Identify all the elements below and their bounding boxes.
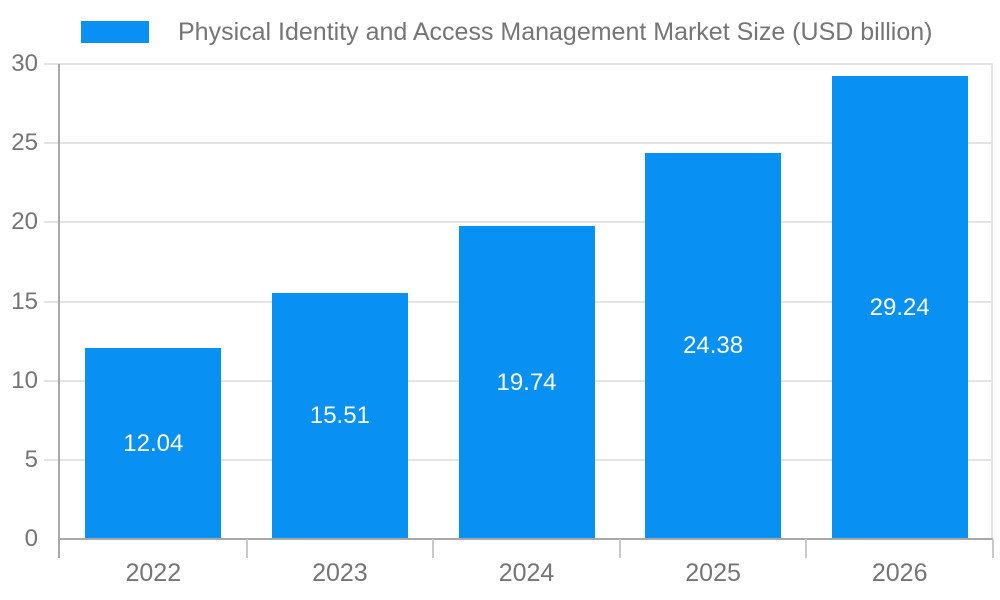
y-axis-label: 0 [24,525,38,552]
legend-label: Physical Identity and Access Management … [178,17,933,46]
bar-value-label: 29.24 [869,293,930,321]
plot-right-border [991,64,993,539]
bar-2023[interactable]: 15.51 [271,293,408,539]
axis-tick [618,539,621,558]
x-axis-label: 2023 [312,559,368,587]
y-axis-label: 5 [24,445,38,473]
gridline [44,142,993,145]
gridline [44,221,993,224]
axis-tick [992,539,994,558]
bar-2022[interactable]: 12.04 [85,348,222,539]
axis-tick [432,539,435,558]
legend-swatch [81,21,149,43]
axis-tick [805,539,808,558]
chart-legend[interactable]: Physical Identity and Access Management … [81,18,933,46]
bar-2024[interactable]: 19.74 [458,226,595,539]
x-axis-label: 2022 [125,559,182,587]
bar-value-label: 15.51 [309,402,370,430]
x-axis-label: 2026 [871,559,928,587]
bar-value-label: 19.74 [496,368,557,396]
y-axis-label: 25 [11,129,38,157]
x-axis-label: 2024 [498,559,555,587]
y-axis-label: 30 [11,50,38,77]
y-axis-label: 10 [11,366,38,394]
bar-2025[interactable]: 24.38 [645,152,782,539]
bar-value-label: 12.04 [123,429,184,457]
bar-2026[interactable]: 29.24 [831,76,968,539]
y-axis-line [58,64,60,558]
axis-tick [245,539,248,558]
gridline [44,63,993,65]
bar-value-label: 24.38 [683,331,744,359]
y-axis-label: 15 [11,287,38,315]
x-axis-label: 2025 [685,559,741,587]
x-axis-line [58,538,993,540]
y-axis-label: 20 [11,208,38,236]
